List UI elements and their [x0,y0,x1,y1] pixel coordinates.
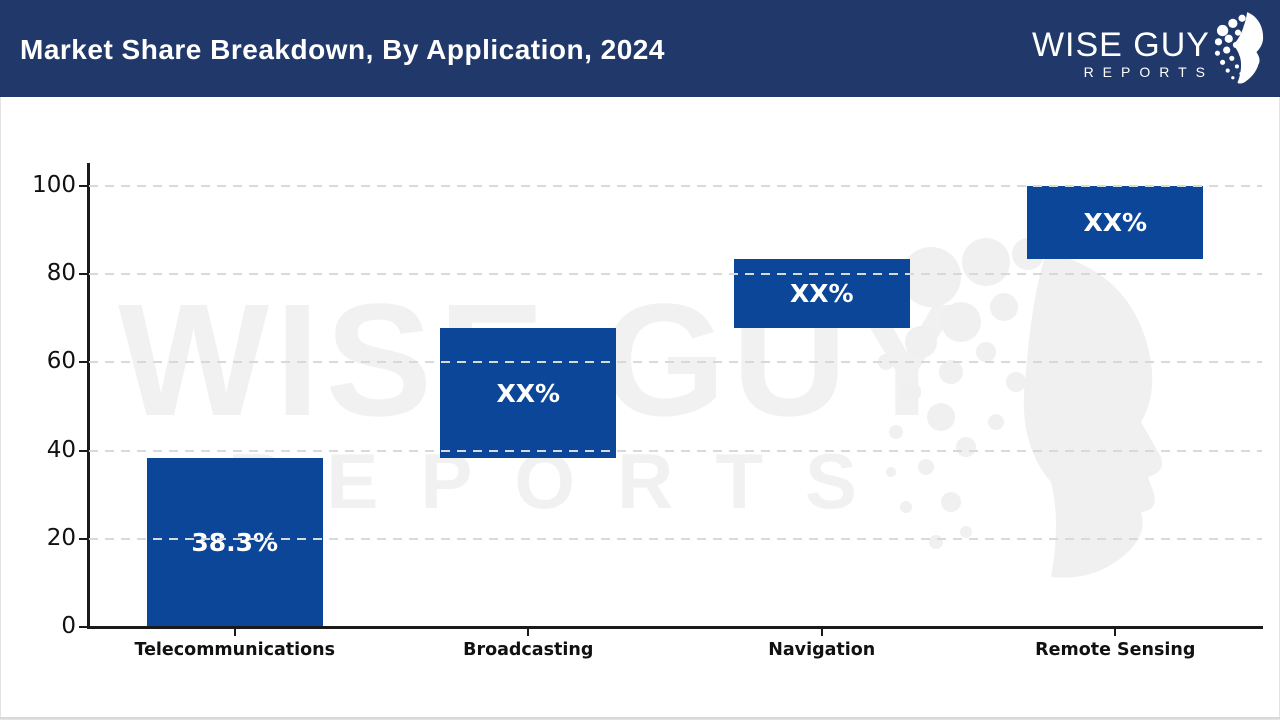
y-tick-mark [79,185,88,187]
x-tick-mark [1114,629,1117,636]
y-tick-mark [79,361,88,364]
y-tick-mark [79,626,88,628]
wise-guy-logo: WISE GUY REPORTS [1020,0,1270,97]
bar-remote-sensing: XX% [1027,186,1204,260]
y-tick-label: 20 [46,524,76,551]
x-tick-mark [527,629,530,636]
y-tick-mark [79,449,88,452]
category-label-1: Telecommunications [134,640,336,660]
y-tick-label: 100 [32,172,76,198]
footer-divider [0,717,1280,719]
watermark-head-icon [878,238,1163,578]
bar-broadcasting: XX% [440,328,617,459]
logo-subtitle: REPORTS [1083,64,1214,80]
y-tick-mark [79,273,88,276]
y-tick-label: 40 [46,436,76,463]
y-tick-label: 60 [46,348,76,375]
bar-navigation: XX% [733,259,910,328]
y-tick-mark [79,537,88,540]
gridline-40 [89,449,1262,452]
x-axis-line [87,626,1263,629]
category-label-2: Broadcasting [463,640,594,660]
x-tick-mark [233,629,236,636]
bar-value-label: XX% [789,279,854,309]
x-tick-mark [820,629,823,636]
y-axis-line [87,163,90,629]
bar-value-label: XX% [496,378,561,408]
page-title: Market Share Breakdown, By Application, … [20,34,665,65]
gridline-60 [89,361,1262,364]
category-label-3: Navigation [768,640,876,660]
bar-value-label: 38.3% [191,528,279,558]
gridline-80 [89,273,1262,276]
logo-wordmark: WISE GUY [1031,26,1210,64]
header-band: Market Share Breakdown, By Application, … [0,0,1280,97]
bar-value-label: XX% [1083,208,1148,238]
gridline-100 [89,185,1262,187]
category-label-4: Remote Sensing [1035,640,1196,660]
gridline-20 [89,537,1262,540]
bar-telecommunications: 38.3% [146,458,323,627]
logo-head-icon [1214,12,1264,84]
y-tick-label: 80 [46,260,76,287]
y-tick-label: 0 [61,613,76,639]
